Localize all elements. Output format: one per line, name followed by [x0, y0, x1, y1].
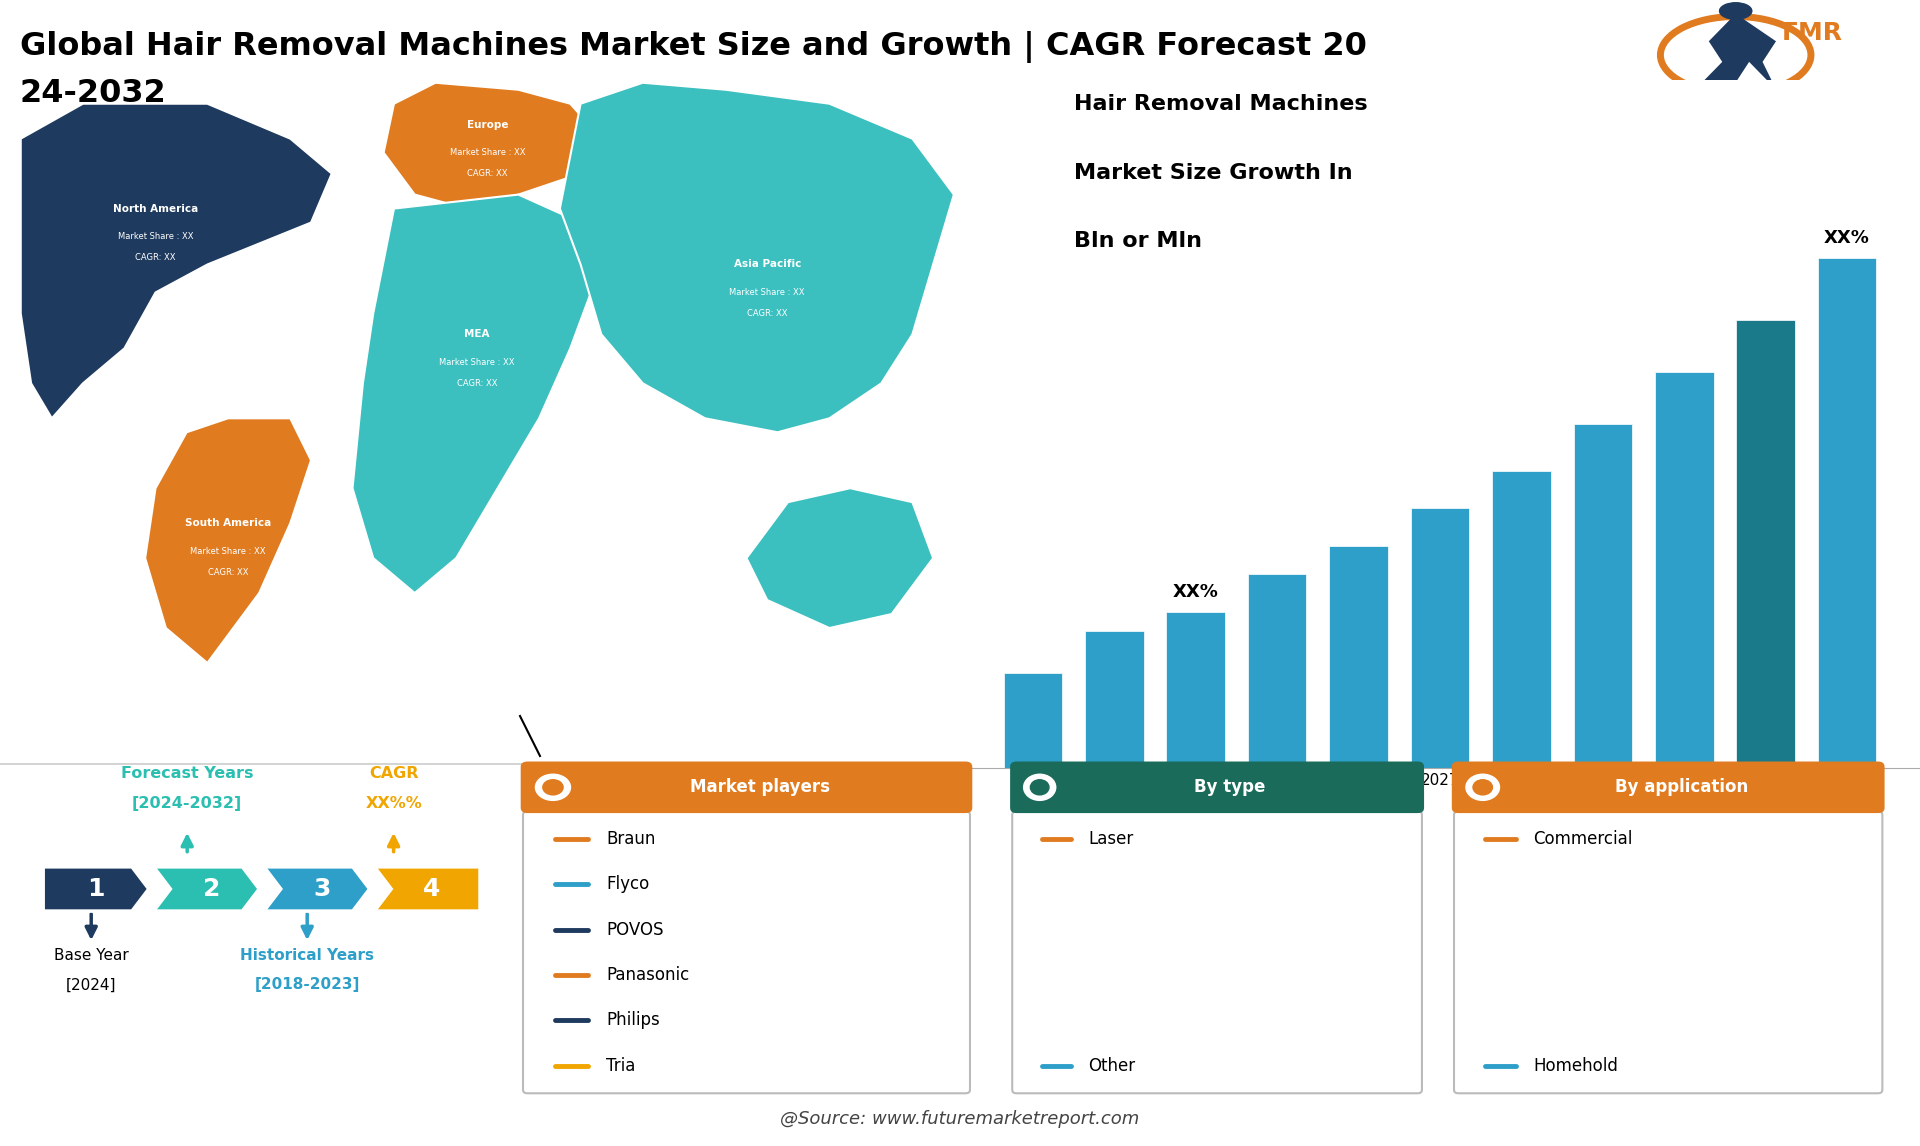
Text: Market Share : XX: Market Share : XX — [730, 288, 804, 297]
Bar — [1329, 547, 1388, 768]
Circle shape — [1473, 779, 1492, 795]
FancyBboxPatch shape — [1010, 762, 1425, 814]
Circle shape — [1023, 775, 1056, 800]
Polygon shape — [353, 195, 601, 594]
Text: XX%%: XX%% — [365, 795, 422, 810]
Text: Tria: Tria — [607, 1057, 636, 1075]
Text: [2018-2023]: [2018-2023] — [255, 978, 359, 992]
Bar — [1085, 631, 1144, 768]
Text: Market players: Market players — [691, 778, 829, 796]
FancyBboxPatch shape — [520, 762, 972, 814]
Text: 2: 2 — [202, 877, 221, 901]
Text: Asia Pacific: Asia Pacific — [733, 259, 801, 269]
Text: Homehold: Homehold — [1534, 1057, 1619, 1075]
Text: Laser: Laser — [1089, 830, 1133, 848]
Bar — [1411, 509, 1469, 768]
Text: Market Share : XX: Market Share : XX — [440, 358, 515, 367]
Text: Flyco: Flyco — [607, 876, 649, 893]
Text: Global Hair Removal Machines Market Size and Growth | CAGR Forecast 20: Global Hair Removal Machines Market Size… — [19, 31, 1367, 63]
Text: [2024]: [2024] — [65, 978, 117, 992]
Circle shape — [1031, 779, 1048, 795]
Bar — [1248, 574, 1306, 768]
Text: Other: Other — [1089, 1057, 1135, 1075]
Polygon shape — [561, 83, 954, 432]
Text: Commercial: Commercial — [1534, 830, 1632, 848]
Text: FMR: FMR — [1782, 21, 1843, 45]
Text: 1: 1 — [86, 877, 106, 901]
Bar — [1492, 471, 1551, 768]
Bar — [1655, 371, 1713, 768]
Polygon shape — [1695, 14, 1776, 89]
Text: CAGR: XX: CAGR: XX — [467, 170, 507, 178]
Text: Braun: Braun — [607, 830, 655, 848]
Text: Forecast Years: Forecast Years — [121, 767, 253, 782]
Polygon shape — [374, 866, 480, 911]
Text: North America: North America — [113, 204, 198, 213]
Text: Market Share : XX: Market Share : XX — [117, 231, 194, 241]
Text: 4: 4 — [422, 877, 442, 901]
Text: FUTURE MARKET REPORT: FUTURE MARKET REPORT — [1770, 94, 1880, 103]
Text: Market Share : XX: Market Share : XX — [190, 547, 265, 556]
Text: By type: By type — [1194, 778, 1265, 796]
Text: Historical Years: Historical Years — [240, 948, 374, 963]
Text: South America: South America — [184, 518, 271, 528]
FancyBboxPatch shape — [1012, 811, 1423, 1093]
Polygon shape — [747, 488, 933, 628]
FancyBboxPatch shape — [1452, 762, 1885, 814]
Polygon shape — [44, 866, 150, 911]
Text: Panasonic: Panasonic — [607, 966, 689, 984]
Text: 24-2032: 24-2032 — [19, 78, 167, 109]
Text: Bln or Mln: Bln or Mln — [1073, 231, 1202, 251]
Circle shape — [1720, 2, 1751, 19]
Text: [2024-2032]: [2024-2032] — [132, 795, 242, 810]
Text: CAGR: XX: CAGR: XX — [134, 253, 177, 262]
Bar — [1004, 674, 1062, 768]
Polygon shape — [265, 866, 369, 911]
Text: Philips: Philips — [607, 1012, 660, 1029]
Text: By application: By application — [1615, 778, 1747, 796]
Text: MEA: MEA — [465, 329, 490, 339]
Text: Base Year: Base Year — [54, 948, 129, 963]
Polygon shape — [21, 103, 332, 418]
Text: CAGR: CAGR — [369, 767, 419, 782]
Text: CAGR: XX: CAGR: XX — [457, 379, 497, 387]
Circle shape — [536, 775, 570, 800]
FancyBboxPatch shape — [522, 811, 970, 1093]
Text: CAGR: XX: CAGR: XX — [747, 309, 787, 317]
Text: XX%: XX% — [1173, 583, 1219, 601]
Text: 3: 3 — [313, 877, 330, 901]
Text: Market Size Growth In: Market Size Growth In — [1073, 163, 1352, 182]
Bar — [1736, 320, 1795, 768]
Circle shape — [1467, 775, 1500, 800]
Text: XX%: XX% — [1824, 229, 1870, 248]
Text: @Source: www.futuremarketreport.com: @Source: www.futuremarketreport.com — [780, 1110, 1140, 1128]
Bar — [1574, 424, 1632, 768]
Polygon shape — [146, 418, 311, 662]
Bar — [1167, 612, 1225, 768]
Polygon shape — [384, 83, 601, 209]
Text: POVOS: POVOS — [607, 920, 664, 939]
Polygon shape — [154, 866, 259, 911]
Text: Market Share : XX: Market Share : XX — [449, 148, 524, 157]
Circle shape — [543, 779, 563, 795]
FancyBboxPatch shape — [1453, 811, 1882, 1093]
Text: Hair Removal Machines: Hair Removal Machines — [1073, 94, 1367, 113]
Text: CAGR: XX: CAGR: XX — [207, 567, 248, 576]
Text: Europe: Europe — [467, 119, 509, 129]
Bar — [1818, 259, 1876, 768]
